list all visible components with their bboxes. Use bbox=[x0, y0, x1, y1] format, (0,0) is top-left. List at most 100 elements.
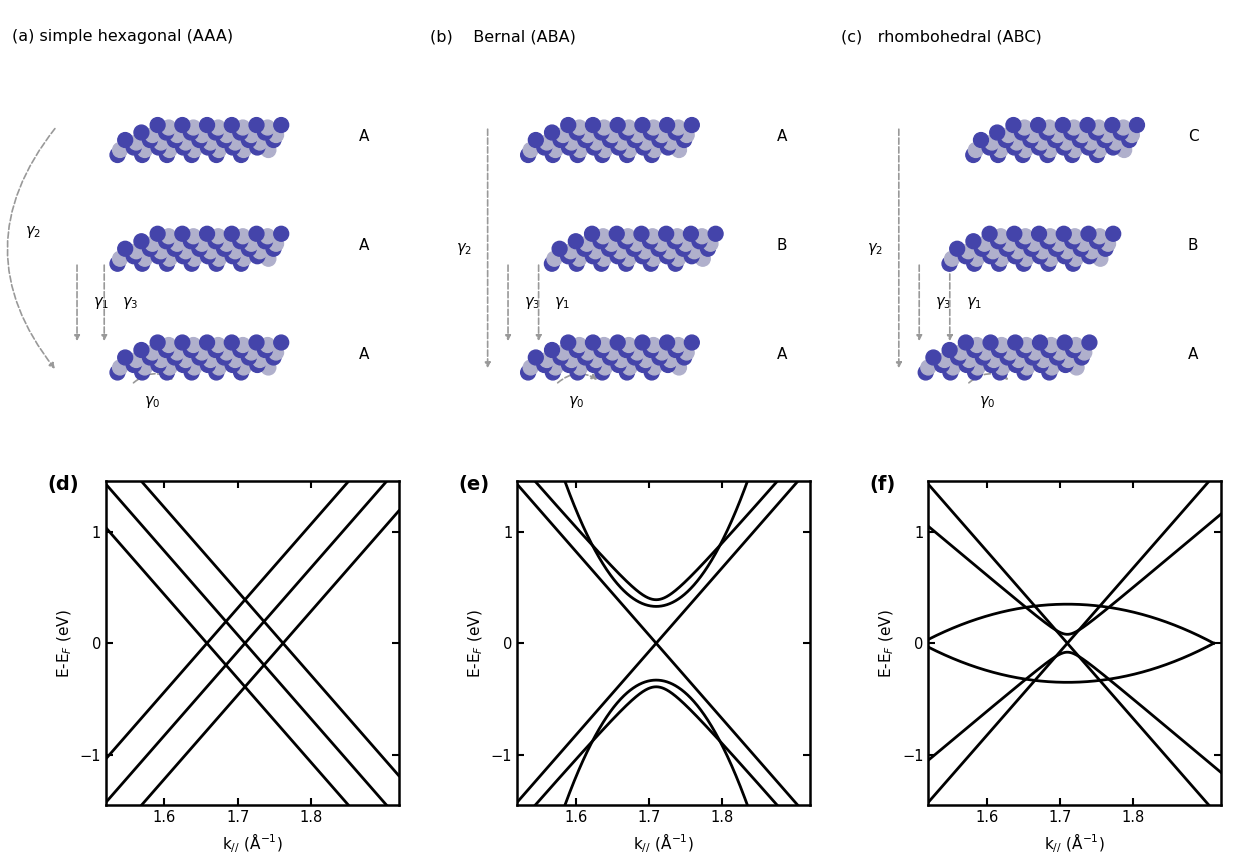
Circle shape bbox=[167, 240, 183, 257]
Circle shape bbox=[177, 135, 194, 151]
Circle shape bbox=[553, 133, 568, 147]
Circle shape bbox=[587, 140, 601, 155]
Circle shape bbox=[635, 140, 650, 155]
Text: (a) simple hexagonal (AAA): (a) simple hexagonal (AAA) bbox=[12, 29, 233, 44]
Circle shape bbox=[257, 233, 273, 250]
Circle shape bbox=[692, 233, 708, 250]
Circle shape bbox=[1044, 360, 1059, 375]
Circle shape bbox=[244, 128, 259, 142]
Circle shape bbox=[1048, 240, 1064, 257]
Circle shape bbox=[174, 140, 192, 156]
Circle shape bbox=[946, 360, 961, 375]
Circle shape bbox=[660, 357, 677, 373]
Circle shape bbox=[250, 249, 264, 263]
Circle shape bbox=[1068, 360, 1085, 376]
Circle shape bbox=[1089, 233, 1104, 249]
Circle shape bbox=[142, 133, 157, 147]
Circle shape bbox=[961, 244, 976, 259]
Circle shape bbox=[952, 344, 969, 360]
Circle shape bbox=[622, 337, 637, 353]
Circle shape bbox=[1130, 118, 1144, 132]
Circle shape bbox=[966, 233, 981, 249]
Circle shape bbox=[994, 337, 1009, 353]
Text: $\gamma_1$: $\gamma_1$ bbox=[92, 295, 108, 311]
Circle shape bbox=[226, 140, 240, 155]
Circle shape bbox=[128, 135, 145, 151]
Circle shape bbox=[548, 142, 563, 158]
Circle shape bbox=[1055, 140, 1072, 156]
Circle shape bbox=[967, 256, 982, 271]
Circle shape bbox=[578, 133, 593, 147]
Circle shape bbox=[968, 337, 986, 354]
Circle shape bbox=[159, 365, 174, 380]
Circle shape bbox=[652, 133, 667, 147]
Circle shape bbox=[203, 353, 218, 367]
Circle shape bbox=[659, 227, 674, 241]
Circle shape bbox=[586, 335, 601, 350]
Circle shape bbox=[618, 342, 634, 358]
Circle shape bbox=[992, 141, 1009, 158]
Circle shape bbox=[569, 147, 586, 164]
Circle shape bbox=[1113, 124, 1129, 141]
Circle shape bbox=[249, 118, 264, 132]
Circle shape bbox=[596, 229, 611, 244]
Circle shape bbox=[942, 342, 958, 358]
Circle shape bbox=[128, 244, 143, 259]
Circle shape bbox=[1096, 132, 1113, 148]
Circle shape bbox=[153, 243, 169, 259]
Circle shape bbox=[169, 127, 186, 143]
Text: B: B bbox=[1187, 238, 1199, 253]
Circle shape bbox=[161, 360, 178, 376]
Circle shape bbox=[629, 128, 644, 142]
Circle shape bbox=[167, 350, 182, 365]
Circle shape bbox=[683, 226, 699, 242]
Circle shape bbox=[223, 334, 240, 351]
Circle shape bbox=[684, 117, 700, 133]
Circle shape bbox=[183, 233, 198, 249]
Circle shape bbox=[589, 353, 604, 367]
Circle shape bbox=[1017, 365, 1032, 380]
Circle shape bbox=[677, 349, 693, 366]
Circle shape bbox=[589, 135, 604, 150]
Text: A: A bbox=[359, 238, 370, 253]
Circle shape bbox=[274, 118, 289, 132]
Circle shape bbox=[1091, 142, 1106, 158]
Circle shape bbox=[202, 135, 218, 151]
Circle shape bbox=[629, 127, 645, 143]
Circle shape bbox=[593, 124, 609, 141]
Circle shape bbox=[234, 337, 250, 354]
Circle shape bbox=[520, 365, 536, 381]
Circle shape bbox=[1058, 335, 1072, 350]
Circle shape bbox=[523, 360, 538, 375]
Circle shape bbox=[992, 365, 1008, 381]
Circle shape bbox=[1023, 240, 1039, 257]
Circle shape bbox=[161, 120, 176, 135]
Text: (f): (f) bbox=[870, 475, 896, 494]
Circle shape bbox=[167, 241, 182, 256]
Circle shape bbox=[521, 365, 536, 380]
Circle shape bbox=[1050, 236, 1067, 252]
Circle shape bbox=[1014, 125, 1029, 140]
Circle shape bbox=[203, 244, 218, 259]
Circle shape bbox=[162, 142, 177, 158]
X-axis label: k$_{//}$ ($\rm\AA^{-1}$): k$_{//}$ ($\rm\AA^{-1}$) bbox=[633, 831, 694, 852]
Circle shape bbox=[1032, 227, 1047, 241]
Circle shape bbox=[169, 345, 184, 360]
Circle shape bbox=[968, 142, 983, 158]
Circle shape bbox=[137, 141, 153, 158]
Circle shape bbox=[234, 228, 250, 245]
Circle shape bbox=[183, 342, 199, 358]
Circle shape bbox=[586, 357, 602, 373]
Circle shape bbox=[546, 365, 561, 380]
Circle shape bbox=[1093, 229, 1106, 244]
Circle shape bbox=[643, 125, 658, 140]
Circle shape bbox=[604, 236, 619, 251]
Circle shape bbox=[117, 349, 133, 366]
Circle shape bbox=[1015, 256, 1032, 272]
Circle shape bbox=[1032, 334, 1048, 351]
Circle shape bbox=[1100, 128, 1115, 142]
Circle shape bbox=[694, 229, 709, 244]
Circle shape bbox=[597, 337, 612, 353]
Circle shape bbox=[1006, 117, 1022, 133]
Circle shape bbox=[259, 228, 275, 245]
